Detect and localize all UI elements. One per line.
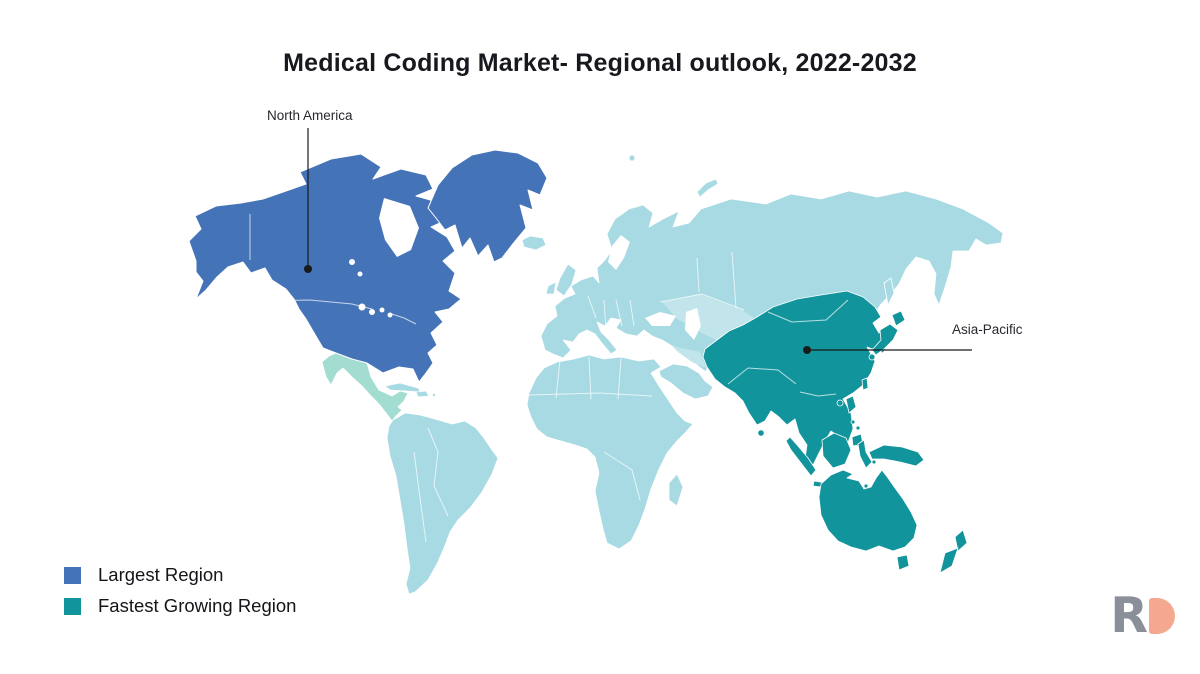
region-greenland — [427, 149, 548, 263]
region-japan — [868, 310, 906, 361]
legend: Largest Region Fastest Growing Region — [64, 563, 296, 625]
region-arabia — [658, 363, 714, 400]
region-australia — [818, 469, 918, 552]
black-sea — [645, 312, 676, 326]
hudson-bay — [379, 198, 419, 257]
annotation-label-asia-pacific: Asia-Pacific — [952, 322, 1023, 337]
caspian-sea — [685, 308, 701, 340]
region-eurasia — [540, 190, 1004, 373]
region-new-guinea — [868, 444, 925, 467]
great-lakes — [349, 259, 393, 318]
annotation-label-north-america: North America — [267, 108, 353, 123]
legend-swatch-largest-region — [64, 566, 81, 584]
brand-logo: R — [1110, 587, 1175, 644]
region-iran-shade — [672, 346, 706, 368]
region-sakhalin — [883, 277, 895, 306]
region-sri-lanka — [757, 429, 765, 437]
legend-swatch-fastest-growing-region — [64, 597, 81, 615]
region-taiwan — [861, 377, 869, 391]
region-hainan — [836, 399, 844, 407]
region-svalbard — [628, 154, 636, 162]
region-madagascar — [668, 473, 684, 507]
region-iceland — [521, 235, 547, 251]
region-novaya-zemlya — [696, 178, 719, 198]
baltic-sea — [608, 235, 630, 270]
region-mexico-central-america — [321, 352, 409, 422]
region-asia-pacific-mainland — [702, 290, 891, 470]
legend-label-fastest-growing-region: Fastest Growing Region — [98, 595, 297, 616]
region-kazakhstan-shade — [662, 294, 754, 340]
country-borders — [249, 214, 849, 543]
region-uk — [555, 263, 577, 297]
legend-item-fastest-growing-region: Fastest Growing Region — [64, 594, 296, 618]
chart-title: Medical Coding Market- Regional outlook,… — [283, 49, 917, 77]
region-africa — [526, 354, 694, 550]
logo-letter-r: R — [1110, 587, 1148, 644]
legend-item-largest-region: Largest Region — [64, 563, 296, 587]
legend-label-largest-region: Largest Region — [98, 564, 224, 585]
logo-d-shape — [1149, 598, 1175, 634]
annotation-north-america-leader — [304, 128, 312, 273]
region-new-zealand — [939, 529, 968, 574]
region-north-america — [188, 153, 462, 383]
region-ireland — [545, 281, 557, 295]
annotation-asia-pacific-leader — [803, 346, 972, 354]
region-tasmania — [896, 554, 910, 571]
